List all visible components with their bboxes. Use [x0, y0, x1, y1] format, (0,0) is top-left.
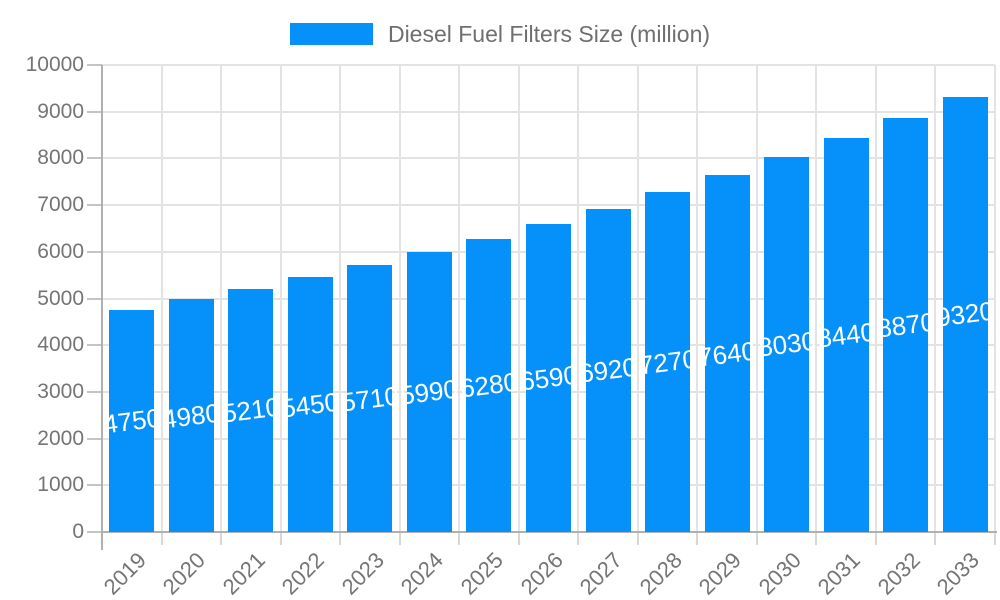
y-axis-tick [87, 64, 102, 66]
gridline-vertical [636, 65, 639, 532]
gridline-vertical [220, 65, 223, 532]
gridline-vertical [279, 65, 282, 532]
bar-2023[interactable] [347, 265, 393, 532]
y-axis-label: 7000 [37, 193, 84, 217]
y-axis-tick [87, 250, 102, 253]
y-axis-tick [87, 390, 102, 393]
gridline-horizontal [102, 204, 995, 207]
gridline-horizontal [102, 110, 995, 113]
y-axis-tick [87, 204, 102, 207]
x-axis-tick [517, 532, 520, 545]
x-axis-tick [874, 532, 877, 545]
y-axis-tick [87, 157, 102, 160]
y-axis-label: 6000 [37, 239, 84, 263]
bar-2033[interactable] [942, 96, 988, 532]
legend-label: Diesel Fuel Filters Size (million) [387, 20, 711, 47]
bar-2025[interactable] [466, 238, 512, 532]
y-axis-label: 3000 [37, 379, 84, 403]
bar-value-label: 9320 [934, 295, 996, 333]
x-axis-tick [220, 532, 223, 545]
x-axis-tick [398, 532, 401, 545]
x-axis-tick [339, 532, 342, 545]
x-axis-tick [636, 532, 639, 545]
y-axis-tick [87, 437, 102, 440]
gridline-vertical [755, 65, 758, 532]
gridline-vertical [398, 65, 401, 532]
y-axis-label: 8000 [37, 146, 84, 170]
x-axis-tick [696, 532, 699, 545]
gridline-vertical [577, 65, 580, 532]
y-axis-label: 5000 [37, 286, 84, 310]
bar-2031[interactable] [823, 137, 869, 532]
y-axis-tick [87, 297, 102, 300]
x-axis-tick [279, 532, 282, 545]
x-axis-tick [755, 532, 758, 545]
bar-2024[interactable] [406, 252, 452, 532]
x-axis-tick [994, 532, 996, 545]
y-axis-tick [87, 110, 102, 113]
x-axis-label-2019: 2019 [98, 547, 151, 600]
gridline-vertical [934, 65, 937, 532]
legend: Diesel Fuel Filters Size (million) [0, 21, 1000, 47]
gridline-vertical [874, 65, 877, 532]
bar-2027[interactable] [585, 208, 631, 532]
gridline-horizontal [102, 157, 995, 160]
bar-2026[interactable] [526, 224, 571, 532]
gridline-vertical [815, 65, 818, 532]
gridline-vertical [696, 65, 699, 532]
gridline-vertical [339, 65, 342, 532]
bar-2020[interactable] [168, 299, 214, 532]
gridline-vertical [994, 65, 996, 532]
y-axis-label: 4000 [37, 333, 84, 357]
gridline-vertical [517, 65, 520, 532]
y-axis-label: 9000 [37, 99, 84, 123]
y-axis-tick [87, 531, 102, 533]
x-axis-tick [934, 532, 937, 545]
y-axis-label: 0 [72, 520, 84, 543]
y-axis-label: 1000 [37, 473, 84, 497]
x-axis-line [102, 531, 997, 533]
y-axis-tick [87, 484, 102, 487]
bar-2021[interactable] [228, 288, 274, 532]
y-axis-label: 10000 [25, 53, 84, 76]
x-axis-tick [815, 532, 818, 545]
bar-2028[interactable] [645, 192, 691, 532]
x-axis-tick [160, 532, 163, 545]
legend-swatch[interactable] [289, 23, 373, 45]
x-axis-tick [458, 532, 461, 545]
bar-2029[interactable] [704, 175, 750, 532]
bar-2022[interactable] [287, 277, 333, 532]
bar-2030[interactable] [764, 156, 810, 532]
x-axis-tick [577, 532, 580, 545]
gridline-horizontal [102, 64, 995, 66]
gridline-vertical [458, 65, 461, 532]
bar-2032[interactable] [883, 117, 929, 532]
gridline-vertical [160, 65, 163, 532]
bar-2019[interactable] [109, 310, 155, 532]
y-axis-tick [87, 344, 102, 347]
y-axis-label: 2000 [37, 426, 84, 450]
y-axis-line [101, 65, 103, 550]
